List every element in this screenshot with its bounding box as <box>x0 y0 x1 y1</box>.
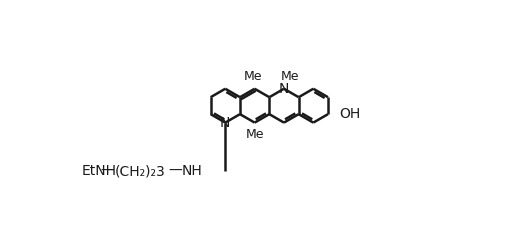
Text: —: — <box>101 164 114 178</box>
Text: Me: Me <box>245 128 264 141</box>
Text: OH: OH <box>339 107 360 121</box>
Text: (CH₂)₂3: (CH₂)₂3 <box>115 164 166 178</box>
Text: —: — <box>168 164 182 178</box>
Text: NH: NH <box>182 164 203 178</box>
Text: Me: Me <box>244 70 262 83</box>
Text: EtNH: EtNH <box>81 164 116 178</box>
Text: Me: Me <box>281 70 299 83</box>
Text: N: N <box>220 116 231 130</box>
Text: N: N <box>279 82 289 96</box>
